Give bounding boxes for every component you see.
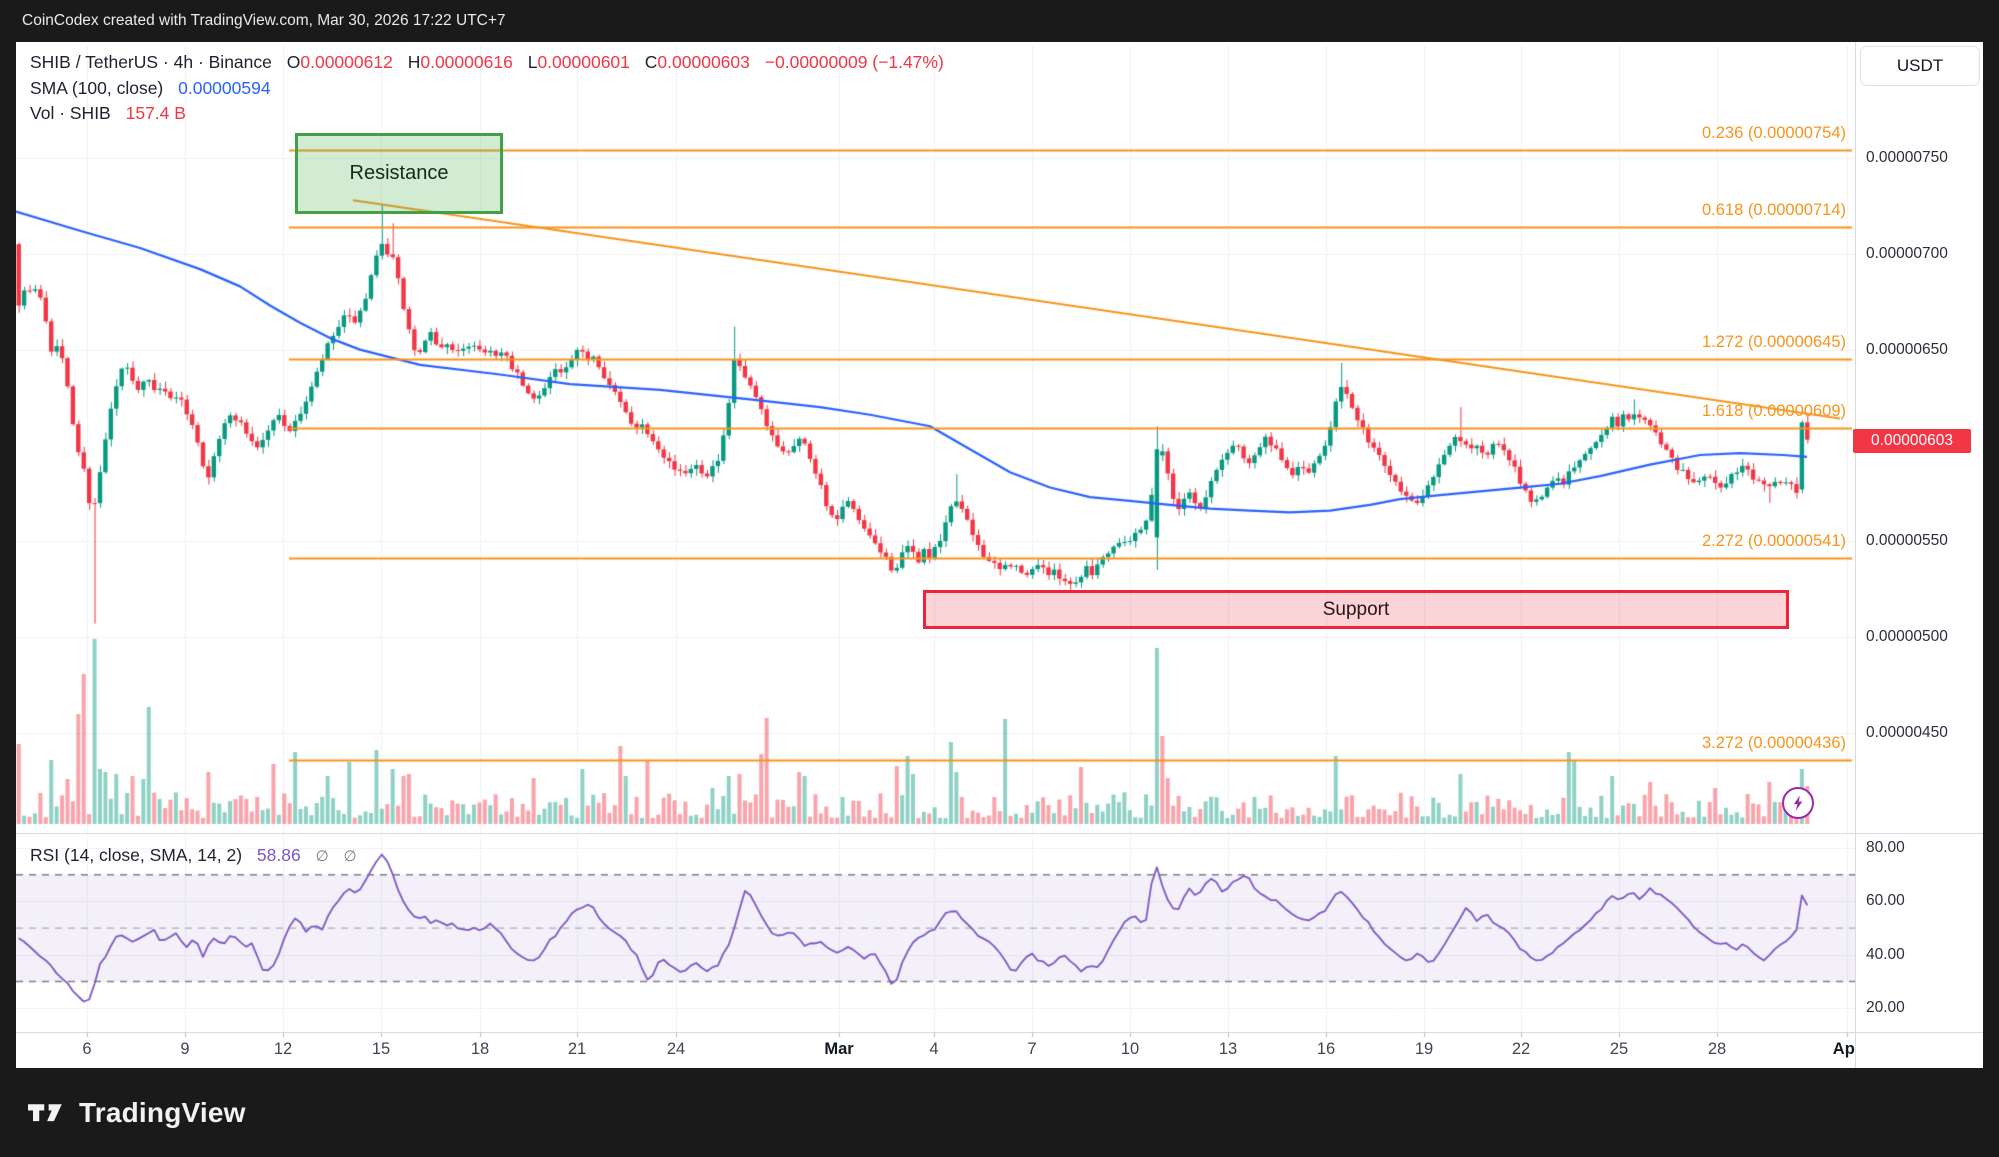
rsi-legend-row[interactable]: RSI (14, close, SMA, 14, 2) 58.86 ∅ ∅ bbox=[30, 845, 357, 866]
currency-toggle-button[interactable]: USDT bbox=[1860, 46, 1980, 86]
rsi-empty-set-icon-2[interactable]: ∅ bbox=[343, 848, 357, 865]
price-axis-label: 0.00000750 bbox=[1866, 149, 1948, 166]
fib-level-label: 2.272 (0.00000541) bbox=[1701, 532, 1846, 551]
pane-separator[interactable] bbox=[16, 833, 1983, 834]
open-label: O bbox=[286, 52, 301, 72]
rsi-axis-label: 40.00 bbox=[1866, 945, 1905, 963]
time-axis-label: 16 bbox=[1316, 1040, 1336, 1058]
high-value: 0.00000616 bbox=[420, 52, 513, 72]
rsi-axis-label: 60.00 bbox=[1866, 892, 1905, 910]
rsi-axis-label: 80.00 bbox=[1866, 839, 1905, 856]
time-axis-label: 22 bbox=[1511, 1040, 1531, 1058]
rsi-label: RSI (14, close, SMA, 14, 2) bbox=[30, 845, 243, 865]
time-axis-label: 18 bbox=[470, 1040, 490, 1058]
rsi-axis-label: 20.00 bbox=[1866, 999, 1905, 1017]
open-value: 0.00000612 bbox=[300, 52, 393, 72]
fib-level-label: 3.272 (0.00000436) bbox=[1701, 733, 1846, 752]
support-zone-box[interactable]: Support bbox=[923, 590, 1789, 629]
chart-canvas[interactable] bbox=[16, 42, 1855, 1068]
low-value: 0.00000601 bbox=[537, 52, 630, 72]
volume-value: 157.4 B bbox=[125, 103, 186, 123]
fib-level-label: 1.618 (0.00000609) bbox=[1701, 402, 1846, 421]
sma-legend-row[interactable]: SMA (100, close) 0.00000594 bbox=[30, 78, 271, 99]
tradingview-logo-icon bbox=[28, 1103, 62, 1121]
time-axis-label: 9 bbox=[180, 1040, 190, 1058]
sma-label: SMA (100, close) bbox=[30, 78, 164, 98]
fib-level-label: 1.272 (0.00000645) bbox=[1701, 333, 1846, 352]
price-axis-label: 0.00000550 bbox=[1866, 532, 1948, 550]
support-zone-label: Support bbox=[1322, 598, 1390, 620]
time-axis-label: 25 bbox=[1609, 1040, 1629, 1058]
time-axis-label: 28 bbox=[1707, 1040, 1727, 1058]
close-label: C bbox=[644, 52, 658, 72]
time-axis-label: 24 bbox=[666, 1040, 686, 1058]
close-value: 0.00000603 bbox=[657, 52, 750, 72]
rsi-empty-set-icon-1[interactable]: ∅ bbox=[315, 848, 329, 865]
time-axis-label: Mar bbox=[824, 1040, 854, 1058]
time-axis-label: Apr bbox=[1832, 1040, 1855, 1058]
time-axis-separator bbox=[16, 1032, 1983, 1033]
time-axis-label: 4 bbox=[929, 1040, 939, 1058]
time-axis-label: 19 bbox=[1414, 1040, 1434, 1058]
resistance-zone-label: Resistance bbox=[349, 162, 449, 184]
lightning-bolt-icon bbox=[1793, 795, 1803, 811]
time-axis-label: 6 bbox=[82, 1040, 92, 1058]
last-price-badge: 0.00000603 bbox=[1853, 429, 1971, 453]
symbol-legend-row[interactable]: SHIB / TetherUS · 4h · Binance O0.000006… bbox=[30, 52, 944, 73]
volume-legend-row[interactable]: Vol · SHIB 157.4 B bbox=[30, 103, 186, 124]
instant-trading-button[interactable] bbox=[1782, 787, 1814, 819]
attribution-text: CoinCodex created with TradingView.com, … bbox=[22, 12, 506, 29]
time-axis-label: 13 bbox=[1218, 1040, 1238, 1058]
time-axis-label: 7 bbox=[1027, 1040, 1037, 1058]
time-axis-label: 12 bbox=[273, 1040, 293, 1058]
time-axis-label: 21 bbox=[567, 1040, 587, 1058]
volume-label: Vol · SHIB bbox=[30, 103, 111, 123]
footer-bar: TradingView bbox=[0, 1068, 1999, 1157]
price-axis-label: 0.00000500 bbox=[1866, 628, 1948, 645]
tradingview-wordmark: TradingView bbox=[79, 1096, 246, 1128]
price-scale-border bbox=[1855, 42, 1856, 1068]
time-axis-label: 15 bbox=[371, 1040, 391, 1058]
attribution-bar: CoinCodex created with TradingView.com, … bbox=[0, 0, 1999, 42]
price-axis-label: 0.00000700 bbox=[1866, 244, 1948, 262]
time-axis-label: 10 bbox=[1120, 1040, 1140, 1058]
price-axis-label: 0.00000650 bbox=[1866, 340, 1948, 358]
price-axis-label: 0.00000450 bbox=[1866, 723, 1948, 741]
resistance-zone-box[interactable]: Resistance bbox=[295, 133, 503, 214]
low-label: L bbox=[527, 52, 538, 72]
high-label: H bbox=[407, 52, 421, 72]
rsi-value: 58.86 bbox=[256, 845, 301, 865]
fib-level-label: 0.618 (0.00000714) bbox=[1701, 200, 1846, 219]
time-axis[interactable]: 6 9 12 15 18 21 24 Mar 4 7 10 13 16 19 22 25 28 Apr bbox=[16, 1032, 1855, 1068]
change-value: −0.00000009 (−1.47%) bbox=[764, 52, 944, 72]
sma-value: 0.00000594 bbox=[178, 78, 271, 98]
fib-level-label: 0.236 (0.00000754) bbox=[1701, 124, 1846, 143]
symbol-title[interactable]: SHIB / TetherUS · 4h · Binance bbox=[30, 52, 272, 72]
tradingview-brand[interactable]: TradingView bbox=[28, 1068, 246, 1157]
